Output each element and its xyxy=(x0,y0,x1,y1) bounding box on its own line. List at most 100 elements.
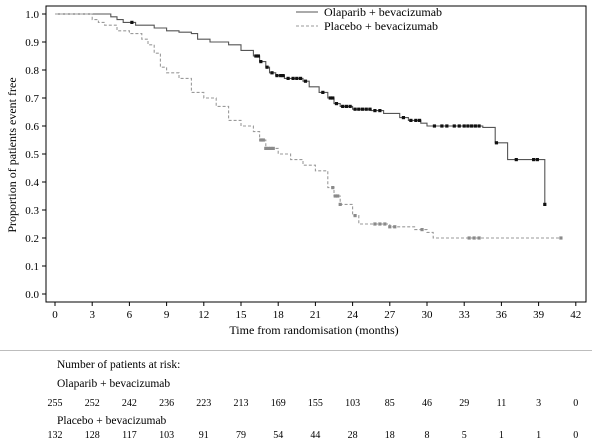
censor-mark-olaparib xyxy=(130,20,134,24)
censor-mark-olaparib xyxy=(281,74,285,78)
y-tick-label: 0.6 xyxy=(25,121,39,133)
y-tick-label: 0.4 xyxy=(25,177,39,189)
censor-mark-olaparib xyxy=(321,90,325,94)
censor-mark-olaparib xyxy=(328,96,332,100)
legend-label-olaparib: Olaparib + bevacizumab xyxy=(324,5,442,19)
risk-count: 128 xyxy=(84,430,100,441)
censor-mark-placebo xyxy=(266,146,270,150)
censor-mark-placebo xyxy=(336,194,340,198)
x-tick-label: 27 xyxy=(384,309,396,321)
risk-count: 28 xyxy=(347,430,358,441)
risk-divider xyxy=(0,350,592,351)
censor-mark-olaparib xyxy=(452,124,456,128)
risk-count: 54 xyxy=(273,430,284,441)
x-tick-label: 0 xyxy=(52,309,58,321)
risk-group-label-olaparib: Olaparib + bevacizumab xyxy=(57,378,171,390)
y-axis-label: Proportion of patients event free xyxy=(5,77,19,232)
y-tick-label: 0.5 xyxy=(25,149,39,161)
x-tick-label: 9 xyxy=(164,309,170,321)
censor-mark-placebo xyxy=(383,222,387,226)
censor-mark-olaparib xyxy=(348,104,352,108)
censor-mark-olaparib xyxy=(303,79,308,83)
censor-mark-olaparib xyxy=(378,109,382,113)
censor-mark-olaparib xyxy=(331,96,335,100)
censor-mark-olaparib xyxy=(466,124,470,128)
y-tick-label: 0.8 xyxy=(25,65,39,77)
censor-mark-olaparib xyxy=(279,74,283,78)
curves xyxy=(55,13,563,240)
censor-mark-placebo xyxy=(378,222,382,226)
risk-count: 29 xyxy=(459,398,470,409)
censor-mark-olaparib xyxy=(334,102,339,106)
censor-mark-olaparib xyxy=(417,118,422,122)
risk-count: 223 xyxy=(196,398,212,409)
censor-mark-placebo xyxy=(331,186,335,190)
y-tick-label: 0.0 xyxy=(25,289,39,301)
risk-table: Number of patients at risk: Olaparib + b… xyxy=(0,350,592,441)
km-curve-placebo xyxy=(55,13,561,239)
risk-count: 169 xyxy=(270,398,286,409)
y-tick-label: 0.9 xyxy=(25,37,39,49)
censor-mark-placebo xyxy=(353,214,357,218)
x-tick-label: 24 xyxy=(347,309,359,321)
censor-mark-olaparib xyxy=(373,109,377,113)
risk-count: 18 xyxy=(384,430,395,441)
censor-mark-olaparib xyxy=(462,124,466,128)
x-tick-label: 3 xyxy=(89,309,95,321)
km-curve-olaparib xyxy=(55,13,547,205)
x-tick-label: 21 xyxy=(310,309,321,321)
censor-mark-placebo xyxy=(373,222,377,226)
censor-mark-olaparib xyxy=(298,76,303,80)
censor-mark-placebo xyxy=(259,138,263,142)
risk-count: 132 xyxy=(47,430,63,441)
risk-count: 236 xyxy=(159,398,175,409)
risk-count: 44 xyxy=(310,430,321,441)
censor-mark-olaparib xyxy=(360,107,365,111)
km-chart: 0 3 6 9 12 15 18 21 24 27 30 33 36 39 420.00.10.20.30.… xyxy=(5,5,587,337)
censor-mark-olaparib xyxy=(445,124,449,128)
censor-mark-placebo xyxy=(264,146,268,150)
censor-mark-olaparib xyxy=(440,124,444,128)
censor-mark-placebo xyxy=(261,138,265,142)
risk-count: 242 xyxy=(121,398,137,409)
risk-count: 3 xyxy=(536,398,542,409)
risk-count: 5 xyxy=(461,430,467,441)
risk-count: 0 xyxy=(573,398,579,409)
plot-frame xyxy=(45,5,587,303)
risk-count: 46 xyxy=(422,398,432,409)
risk-count: 79 xyxy=(236,430,246,441)
y-tick-label: 1.0 xyxy=(25,9,39,21)
risk-count: 11 xyxy=(496,398,507,409)
censor-mark-olaparib xyxy=(470,124,474,128)
x-tick-label: 18 xyxy=(273,309,285,321)
censor-mark-olaparib xyxy=(265,65,269,69)
risk-count: 8 xyxy=(424,430,430,441)
y-tick-label: 0.1 xyxy=(25,261,39,273)
x-tick-label: 39 xyxy=(533,309,545,321)
x-tick-label: 33 xyxy=(459,309,471,321)
censor-mark-placebo xyxy=(338,202,342,206)
y-tick-label: 0.7 xyxy=(25,93,39,105)
y-tick-label: 0.2 xyxy=(25,233,39,245)
censor-mark-olaparib xyxy=(353,107,357,111)
censor-mark-olaparib xyxy=(494,141,499,145)
censor-mark-olaparib xyxy=(291,76,295,80)
censor-mark-olaparib xyxy=(270,71,274,75)
censor-mark-olaparib xyxy=(357,107,361,111)
censor-mark-olaparib xyxy=(259,60,263,64)
censor-mark-olaparib xyxy=(368,107,372,111)
x-tick-label: 30 xyxy=(422,309,434,321)
censor-mark-olaparib xyxy=(473,124,477,128)
risk-count: 255 xyxy=(47,398,63,409)
x-tick-label: 42 xyxy=(570,309,581,321)
censor-mark-olaparib xyxy=(295,76,299,80)
risk-count: 1 xyxy=(498,430,504,441)
censor-mark-placebo xyxy=(472,236,476,240)
censor-mark-olaparib xyxy=(477,124,481,128)
censor-mark-olaparib xyxy=(344,104,348,108)
censor-mark-olaparib xyxy=(514,158,518,162)
risk-count: 1 xyxy=(536,430,542,441)
censor-mark-olaparib xyxy=(341,104,345,108)
legend-label-placebo: Placebo + bevacizumab xyxy=(324,19,438,33)
